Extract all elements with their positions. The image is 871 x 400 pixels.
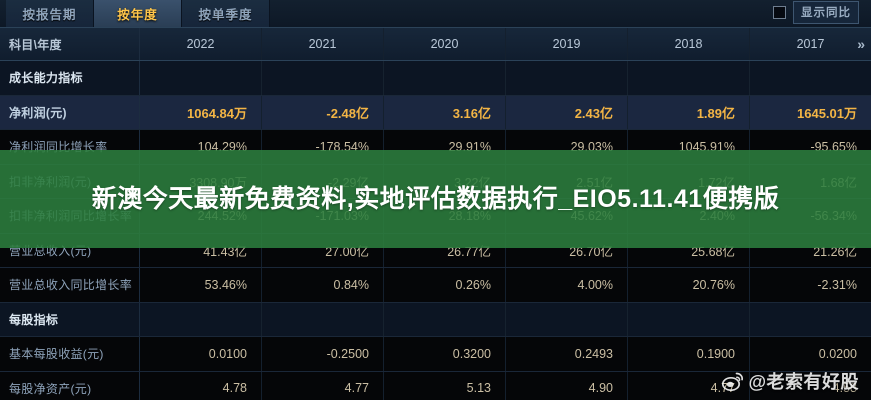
table-cell <box>140 61 262 95</box>
tab-by-quarter[interactable]: 按单季度 <box>182 0 270 27</box>
table-cell: -2.48亿 <box>262 95 384 129</box>
row-label: 每股指标 <box>0 302 140 336</box>
table-cell: 41.43亿 <box>140 233 262 267</box>
table-cell: 0.26% <box>384 268 506 302</box>
show-yoy-label[interactable]: 显示同比 <box>793 1 859 24</box>
promo-banner-text: 新澳今天最新免费资料,实地评估数据执行_EIO5.11.41便携版 <box>91 185 780 213</box>
promo-banner-overlay: 新澳今天最新免费资料,实地评估数据执行_EIO5.11.41便携版 <box>0 150 871 248</box>
table-cell: 0.3200 <box>384 337 506 371</box>
next-columns-arrow-icon[interactable]: » <box>857 36 865 52</box>
tab-label: 按单季度 <box>198 8 253 22</box>
table-cell: 4.77 <box>262 371 384 400</box>
table-cell <box>506 61 628 95</box>
table-cell: 4.00% <box>506 268 628 302</box>
weibo-icon <box>722 372 744 391</box>
table-cell: 53.46% <box>140 268 262 302</box>
tab-label: 按年度 <box>117 8 158 22</box>
table-cell <box>628 302 750 336</box>
tab-by-year[interactable]: 按年度 <box>94 0 182 27</box>
column-header-year[interactable]: 2021 <box>262 28 384 60</box>
period-tabbar: 按报告期 按年度 按单季度 显示同比 <box>0 0 871 28</box>
table-cell: 2.43亿 <box>506 95 628 129</box>
table-cell: 5.13 <box>384 371 506 400</box>
column-header-year[interactable]: 2017 <box>796 37 825 51</box>
row-label: 成长能力指标 <box>0 61 140 95</box>
table-cell: 0.1900 <box>628 337 750 371</box>
column-header-year[interactable]: 2018 <box>628 28 750 60</box>
table-cell: 4.78 <box>140 371 262 400</box>
row-label: 基本每股收益(元) <box>0 337 140 371</box>
table-cell: 26.77亿 <box>384 233 506 267</box>
table-cell: 0.0100 <box>140 337 262 371</box>
table-cell: 0.0200 <box>818 346 857 361</box>
table-cell: 25.68亿 <box>628 233 750 267</box>
header-corner-label: 科目\年度 <box>0 28 140 60</box>
table-cell: 0.84% <box>262 268 384 302</box>
table-cell: 21.26亿 <box>813 244 857 259</box>
table-cell <box>506 302 628 336</box>
row-label: 净利润(元) <box>0 95 140 129</box>
table-cell: 0.2493 <box>506 337 628 371</box>
table-cell: 4.90 <box>506 371 628 400</box>
table-cell: 4.58 <box>832 381 857 396</box>
table-section-row: 成长能力指标 <box>0 61 871 96</box>
table-cell: 1645.01万 <box>797 105 857 121</box>
table-cell: 26.70亿 <box>506 233 628 267</box>
table-cell: 27.00亿 <box>262 233 384 267</box>
table-row[interactable]: 营业总收入同比增长率 53.46% 0.84% 0.26% 4.00% 20.7… <box>0 268 871 303</box>
table-cell <box>140 302 262 336</box>
table-section-row: 每股指标 <box>0 302 871 337</box>
table-cell: 3.16亿 <box>384 95 506 129</box>
table-cell <box>262 61 384 95</box>
table-cell: 20.76% <box>628 268 750 302</box>
show-yoy-control[interactable]: 显示同比 <box>773 1 871 27</box>
tab-by-report-period[interactable]: 按报告期 <box>6 0 94 27</box>
tab-label: 按报告期 <box>22 8 77 22</box>
table-row[interactable]: 基本每股收益(元) 0.0100 -0.2500 0.3200 0.2493 0… <box>0 337 871 372</box>
table-header-row: 科目\年度 2022 2021 2020 2019 2018 2017 <box>0 28 871 61</box>
row-label: 每股净资产(元) <box>0 371 140 400</box>
column-header-year[interactable]: 2019 <box>506 28 628 60</box>
weibo-handle: @老索有好股 <box>748 372 859 392</box>
table-cell <box>262 302 384 336</box>
table-row[interactable]: 净利润(元) 1064.84万 -2.48亿 3.16亿 2.43亿 1.89亿… <box>0 95 871 130</box>
table-cell <box>628 61 750 95</box>
table-cell <box>384 302 506 336</box>
column-header-year[interactable]: 2020 <box>384 28 506 60</box>
weibo-watermark: @老索有好股 <box>722 368 859 394</box>
column-header-year[interactable]: 2022 <box>140 28 262 60</box>
table-cell <box>750 61 871 95</box>
table-cell <box>750 303 871 337</box>
row-label: 营业总收入同比增长率 <box>0 268 140 302</box>
table-row[interactable]: 每股净资产(元) 4.78 4.77 5.13 4.90 4.77 4.58 <box>0 371 871 400</box>
table-cell <box>384 61 506 95</box>
table-cell: -0.2500 <box>262 337 384 371</box>
table-cell: 1.89亿 <box>628 95 750 129</box>
checkbox-unchecked-icon[interactable] <box>773 6 786 19</box>
table-cell: -2.31% <box>817 277 857 292</box>
table-cell: 1064.84万 <box>140 95 262 129</box>
